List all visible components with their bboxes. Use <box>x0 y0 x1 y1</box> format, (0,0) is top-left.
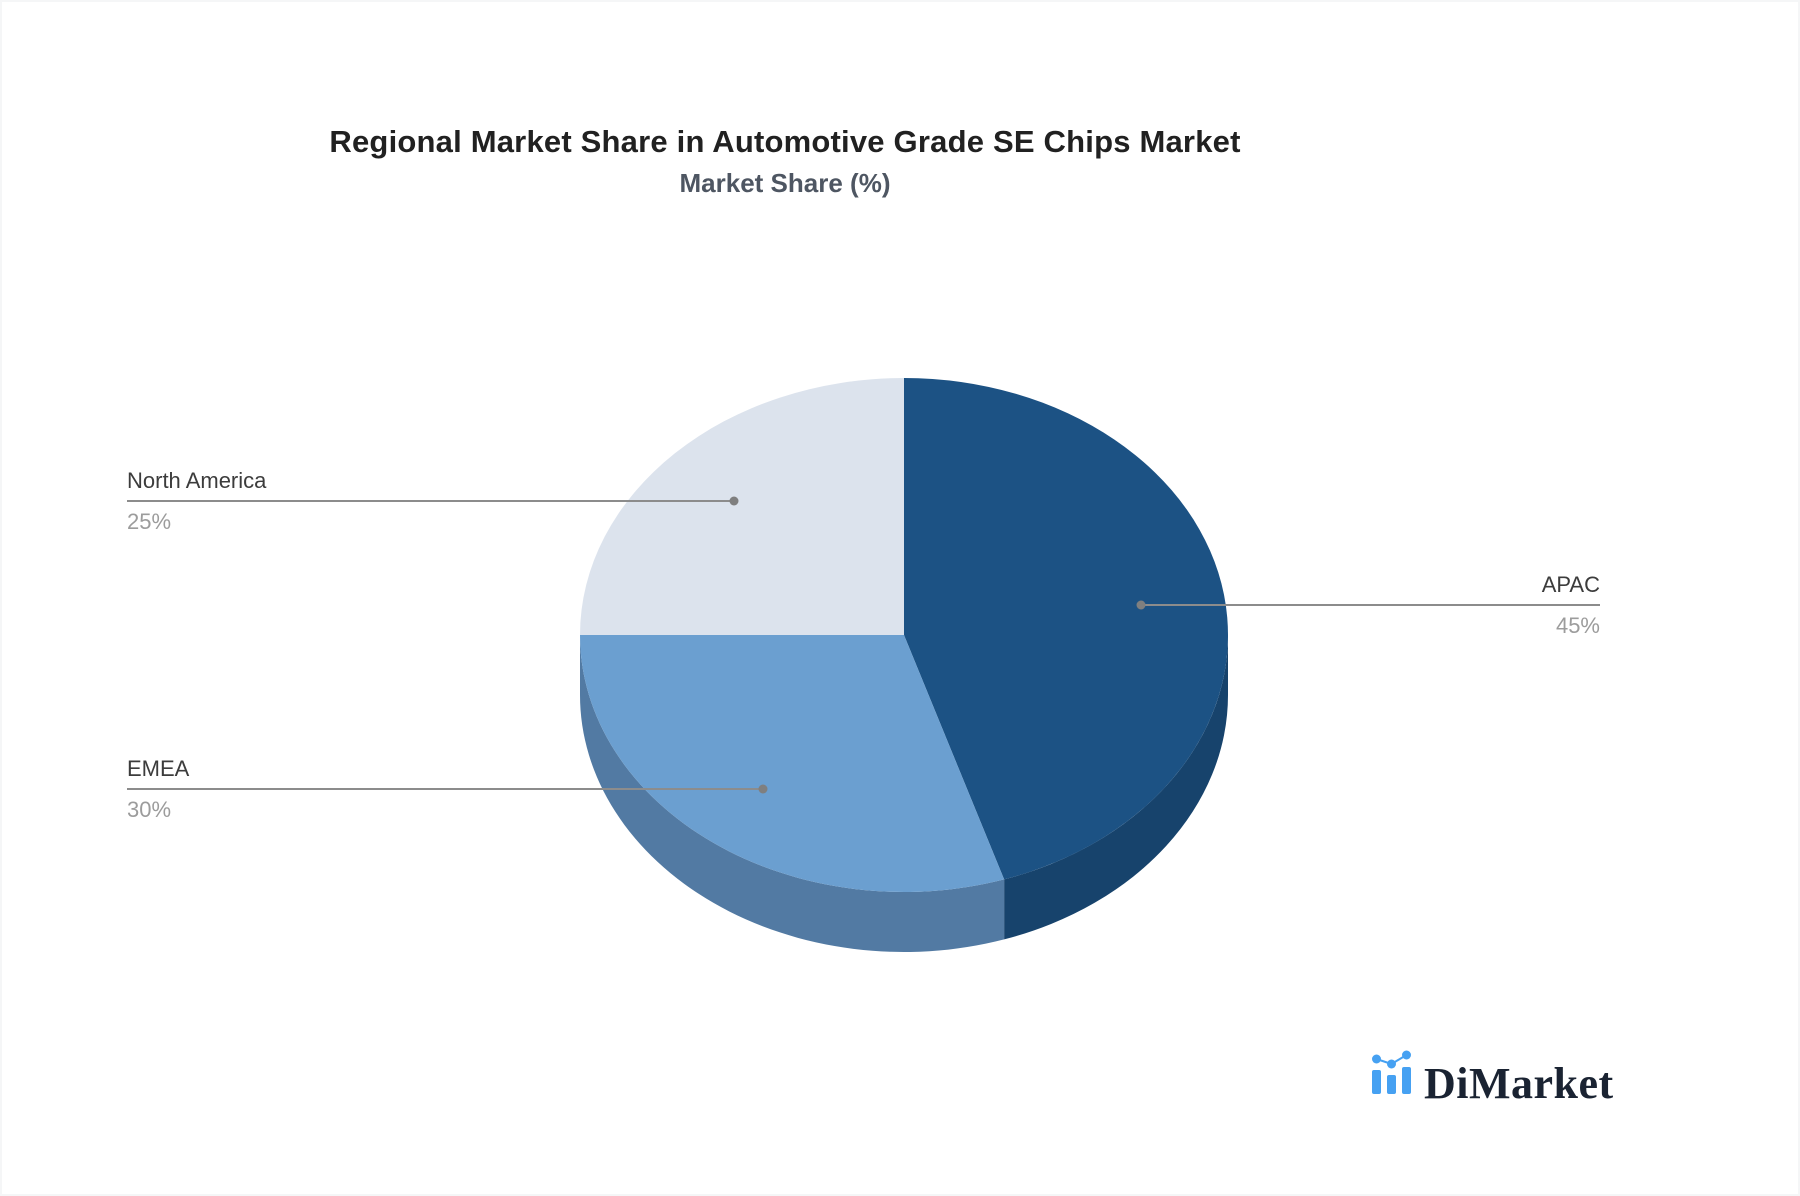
pie-slice-apac[interactable] <box>904 378 1228 880</box>
pie-side-emea <box>580 635 1005 952</box>
bar-chart-trend-icon <box>1372 1050 1411 1094</box>
brand-name: DiMarket <box>1424 1059 1614 1108</box>
pie-side-apac <box>1004 635 1228 940</box>
chart-title: Regional Market Share in Automotive Grad… <box>329 124 1241 159</box>
slice-label-emea: EMEA <box>127 756 190 781</box>
brand-logo: DiMarket <box>1362 1042 1652 1108</box>
slice-value: 45% <box>1555 613 1600 638</box>
leader-dot <box>729 496 739 506</box>
slice-value: 30% <box>127 797 172 822</box>
slice-label-apac: APAC <box>1541 572 1600 597</box>
slice-value: 25% <box>127 509 172 534</box>
pie-slice-emea[interactable] <box>580 635 1005 892</box>
leader-dot <box>758 784 768 794</box>
slice-label-north-america: North America <box>127 468 267 493</box>
leader-dot <box>1136 600 1146 610</box>
chart-subtitle: Market Share (%) <box>679 168 891 198</box>
pie-slice-north-america[interactable] <box>580 378 904 635</box>
